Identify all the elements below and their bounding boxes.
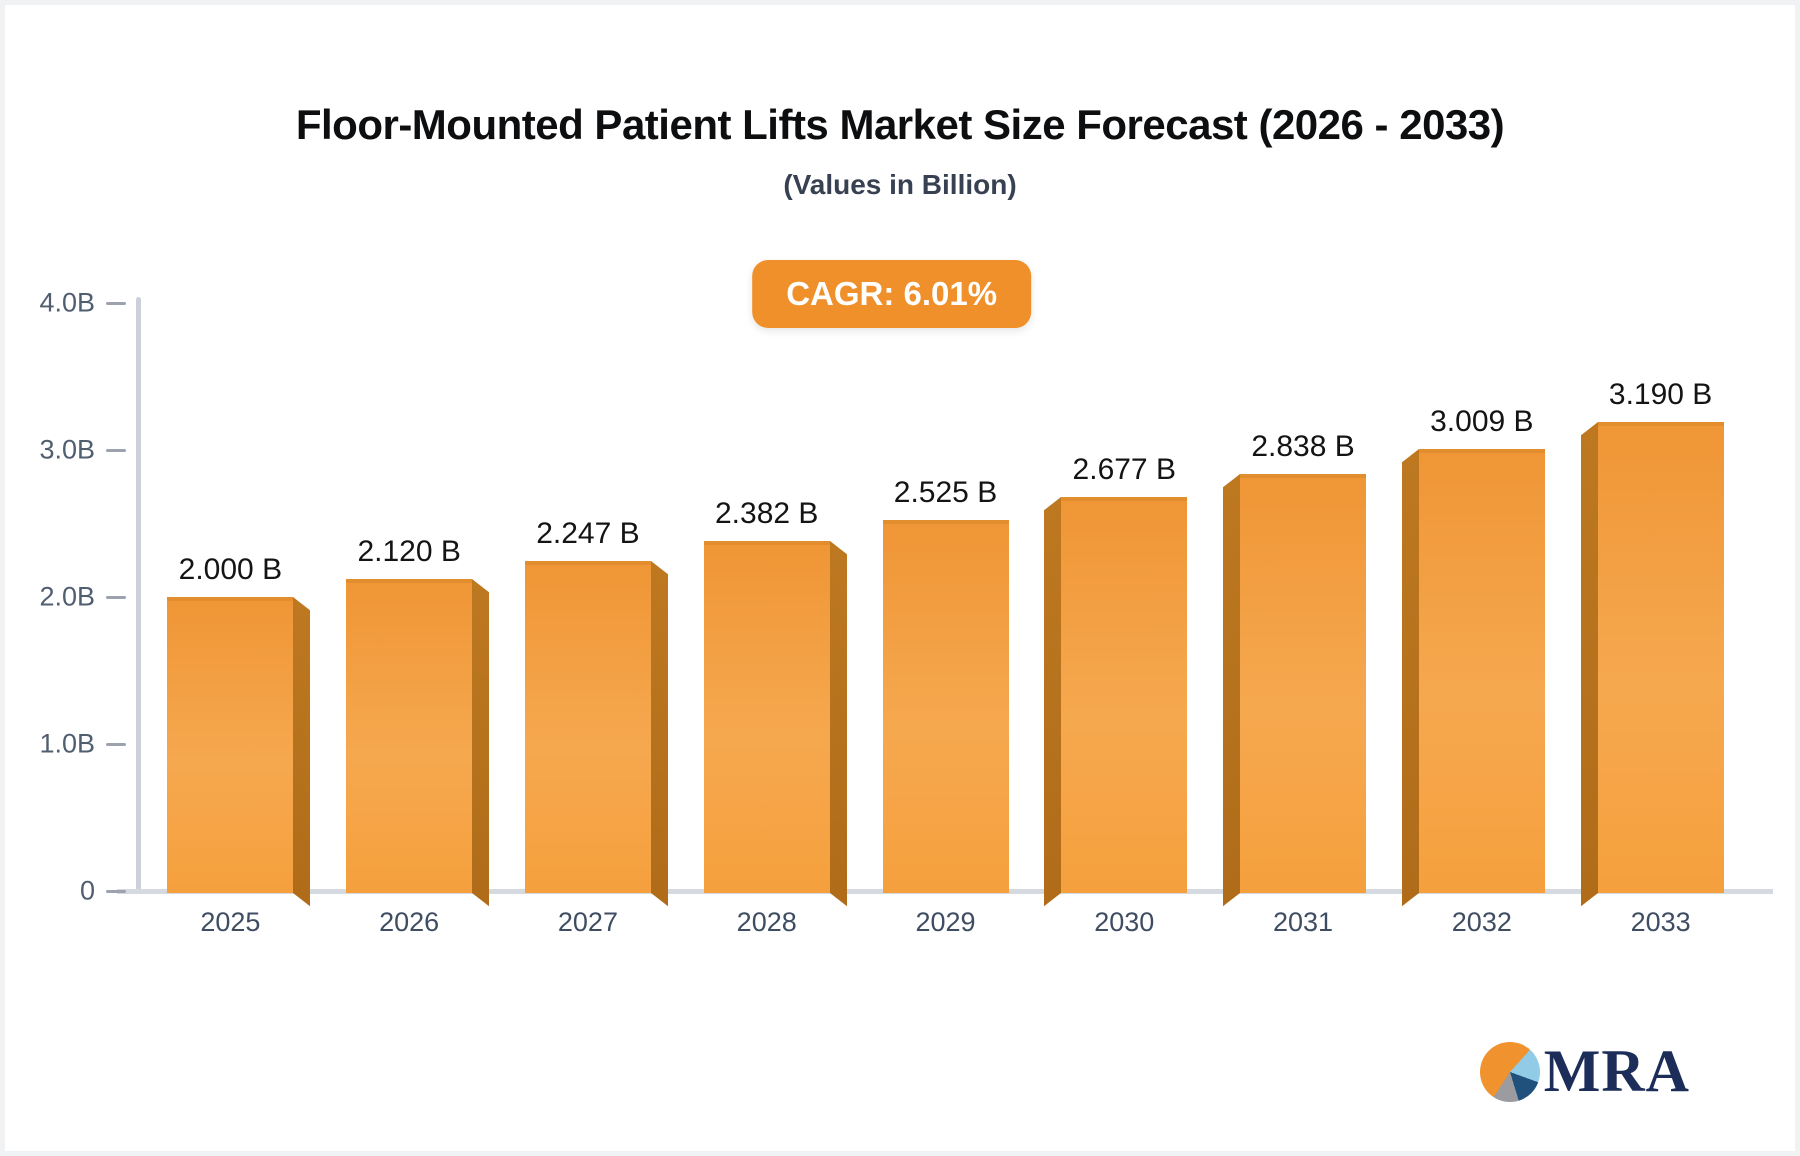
bar-2032 bbox=[1401, 448, 1545, 907]
chart-subtitle: (Values in Billion) bbox=[783, 169, 1017, 200]
x-tick-label-2029: 2029 bbox=[915, 907, 976, 937]
bar-2027 bbox=[524, 560, 668, 907]
y-tick-label: 0 bbox=[79, 875, 95, 906]
bar-2031 bbox=[1223, 473, 1367, 907]
bar-side-face bbox=[1401, 448, 1419, 907]
pie-chart-logo-icon bbox=[1479, 1041, 1540, 1102]
bar-side-face bbox=[650, 560, 668, 907]
x-tick-label-2026: 2026 bbox=[379, 907, 440, 937]
bar-front-face bbox=[703, 540, 830, 893]
bar-value-label: 2.525 B bbox=[893, 475, 998, 509]
x-tick-label-2028: 2028 bbox=[736, 907, 797, 937]
bar-front-face bbox=[524, 560, 651, 893]
bar-2026 bbox=[346, 579, 490, 907]
chart-title: Floor-Mounted Patient Lifts Market Size … bbox=[295, 101, 1505, 148]
y-tick-dash bbox=[106, 742, 126, 746]
x-tick-label-2032: 2032 bbox=[1451, 907, 1512, 937]
bar-value-label: 2.247 B bbox=[536, 516, 640, 550]
y-axis-line bbox=[136, 297, 141, 893]
y-tick-dash bbox=[106, 448, 126, 452]
bar-front-face bbox=[167, 597, 294, 893]
mra-logo: MRA bbox=[1479, 1037, 1690, 1106]
bar-front-face bbox=[1418, 448, 1545, 893]
bar-value-label: 2.838 B bbox=[1251, 429, 1355, 463]
bar-side-face bbox=[1223, 473, 1241, 907]
bar-2025 bbox=[167, 597, 311, 907]
x-tick-label-2033: 2033 bbox=[1630, 907, 1691, 937]
bar-2028 bbox=[703, 540, 847, 907]
bar-2033 bbox=[1580, 422, 1724, 907]
x-tick-label-2030: 2030 bbox=[1094, 907, 1155, 937]
y-tick-dash bbox=[106, 889, 126, 893]
cagr-badge: CAGR: 6.01% bbox=[752, 260, 1032, 328]
bar-value-label: 2.000 B bbox=[178, 553, 283, 586]
y-tick-dash bbox=[106, 595, 126, 599]
bar-value-label: 2.677 B bbox=[1072, 453, 1176, 487]
x-tick-label-2031: 2031 bbox=[1273, 907, 1334, 937]
y-tick-label: 2.0B bbox=[39, 581, 95, 612]
bar-value-label: 3.190 B bbox=[1608, 378, 1713, 412]
x-tick-label-2025: 2025 bbox=[200, 907, 261, 937]
bar-front-face bbox=[882, 519, 1009, 893]
bar-side-face bbox=[829, 540, 847, 907]
bar-2030 bbox=[1044, 497, 1188, 907]
bar-side-face bbox=[1044, 497, 1062, 907]
bar-side-face bbox=[293, 597, 311, 907]
y-tick-label: 3.0B bbox=[39, 434, 95, 465]
y-tick-dash bbox=[106, 301, 126, 305]
bar-value-label: 2.120 B bbox=[357, 535, 461, 569]
bar-front-face bbox=[1240, 473, 1367, 893]
y-tick-label: 4.0B bbox=[39, 287, 95, 318]
bar-side-face bbox=[1580, 422, 1598, 907]
bar-front-face bbox=[1597, 422, 1724, 893]
x-tick-label-2027: 2027 bbox=[557, 907, 618, 937]
bar-front-face bbox=[346, 579, 473, 893]
bar-side-face bbox=[472, 579, 490, 907]
bar-2029 bbox=[882, 519, 1009, 893]
bar-value-label: 3.009 B bbox=[1430, 404, 1534, 438]
logo-text: MRA bbox=[1543, 1038, 1690, 1104]
bar-front-face bbox=[1061, 497, 1188, 893]
bar-value-label: 2.382 B bbox=[715, 496, 819, 530]
y-tick-label: 1.0B bbox=[39, 728, 95, 759]
